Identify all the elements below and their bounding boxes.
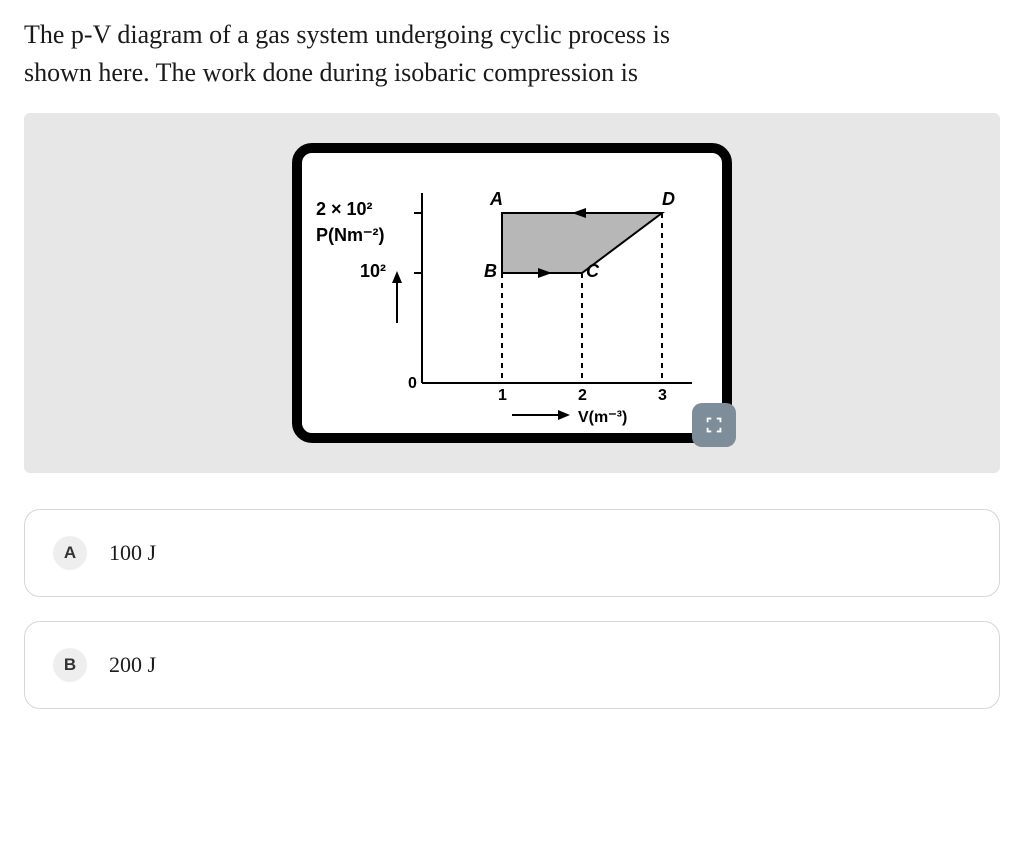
question-text: The p-V diagram of a gas system undergoi… bbox=[24, 16, 1000, 91]
expand-icon bbox=[703, 414, 725, 436]
x-axis-unit: V(m⁻³) bbox=[578, 407, 627, 427]
option-letter: B bbox=[53, 648, 87, 682]
figure-panel: 2 × 10² P(Nm⁻²) 10² A D B C 0 1 2 3 V(m⁻… bbox=[24, 113, 1000, 473]
options-list: A 100 J B 200 J bbox=[24, 509, 1000, 709]
point-a-label: A bbox=[490, 189, 503, 210]
option-text: 100 J bbox=[109, 540, 156, 566]
point-b-label: B bbox=[484, 261, 497, 282]
option-letter: A bbox=[53, 536, 87, 570]
option-a[interactable]: A 100 J bbox=[24, 509, 1000, 597]
x-tick-1: 1 bbox=[498, 387, 507, 405]
option-b[interactable]: B 200 J bbox=[24, 621, 1000, 709]
option-text: 200 J bbox=[109, 652, 156, 678]
x-tick-3: 3 bbox=[658, 387, 667, 405]
question-line-2: shown here. The work done during isobari… bbox=[24, 58, 638, 87]
origin-label: 0 bbox=[408, 375, 417, 393]
x-tick-2: 2 bbox=[578, 387, 587, 405]
y-axis-unit: P(Nm⁻²) bbox=[316, 225, 385, 246]
y-tick-bottom: 10² bbox=[360, 261, 386, 282]
expand-figure-button[interactable] bbox=[692, 403, 736, 447]
point-d-label: D bbox=[662, 189, 675, 210]
point-c-label: C bbox=[586, 261, 599, 282]
figure-frame: 2 × 10² P(Nm⁻²) 10² A D B C 0 1 2 3 V(m⁻… bbox=[292, 143, 732, 443]
y-tick-top: 2 × 10² bbox=[316, 199, 373, 220]
question-line-1: The p-V diagram of a gas system undergoi… bbox=[24, 20, 670, 49]
